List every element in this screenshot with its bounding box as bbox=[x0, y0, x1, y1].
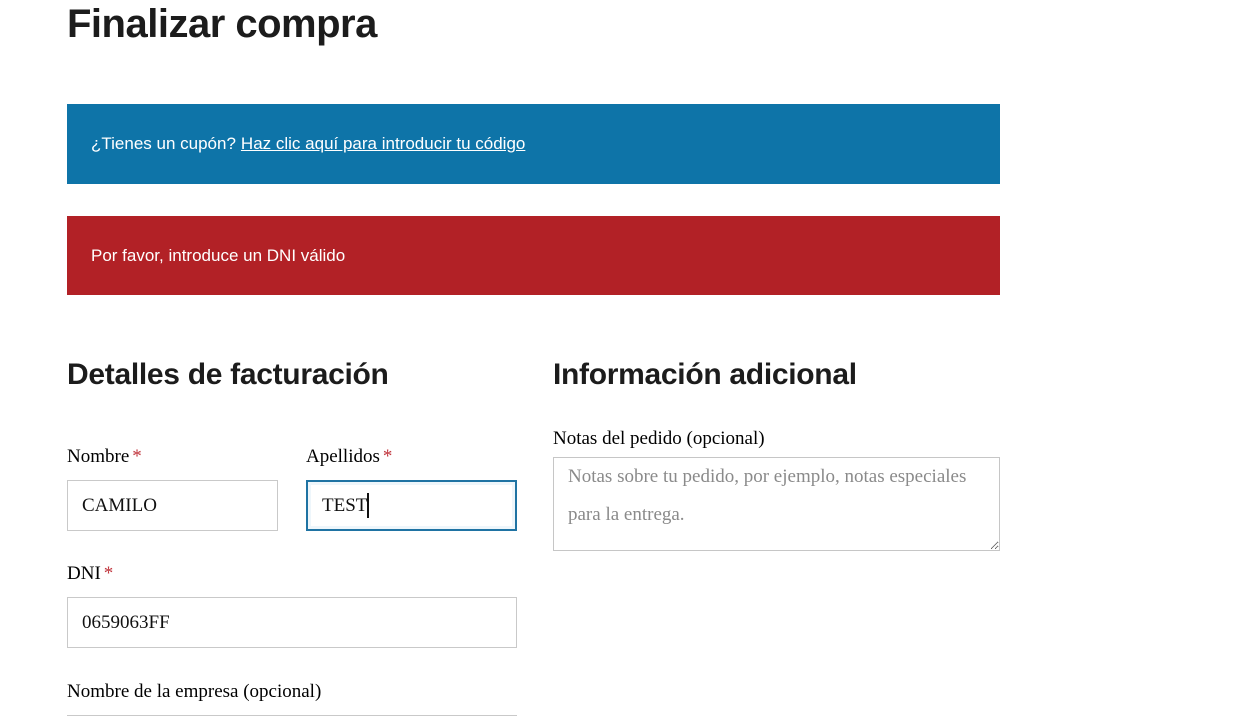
additional-info-heading: Información adicional bbox=[553, 358, 857, 391]
first-name-input[interactable] bbox=[67, 480, 278, 531]
dni-label: DNI * bbox=[67, 563, 517, 585]
first-name-field-group: Nombre * bbox=[67, 446, 278, 531]
last-name-input[interactable] bbox=[306, 480, 517, 531]
order-notes-field-group: Notas del pedido (opcional) bbox=[553, 425, 1000, 551]
coupon-toggle-link[interactable]: Haz clic aquí para introducir tu código bbox=[240, 134, 526, 153]
order-notes-textarea[interactable] bbox=[553, 457, 1000, 551]
required-asterisk: * bbox=[132, 446, 142, 467]
page-title: Finalizar compra bbox=[67, 2, 377, 46]
billing-heading: Detalles de facturación bbox=[67, 358, 389, 391]
company-label-text: Nombre de la empresa (opcional) bbox=[67, 681, 322, 702]
last-name-label: Apellidos * bbox=[306, 446, 517, 468]
checkout-page: Finalizar compra ¿Tienes un cupón? Haz c… bbox=[67, 0, 1000, 716]
last-name-input-wrap bbox=[306, 480, 517, 531]
additional-info-section: Información adicional Notas del pedido (… bbox=[553, 356, 1000, 716]
last-name-label-text: Apellidos bbox=[306, 446, 380, 467]
first-name-label: Nombre * bbox=[67, 446, 278, 468]
text-caret bbox=[367, 493, 369, 518]
last-name-field-group: Apellidos * bbox=[306, 446, 517, 531]
company-label: Nombre de la empresa (opcional) bbox=[67, 681, 517, 703]
order-notes-label: Notas del pedido (opcional) bbox=[553, 428, 765, 449]
dni-error-banner: Por favor, introduce un DNI válido bbox=[67, 216, 1000, 295]
dni-label-text: DNI bbox=[67, 563, 101, 584]
dni-field-group: DNI * bbox=[67, 563, 517, 648]
name-fields-row: Nombre* Apellidos* bbox=[67, 446, 517, 531]
required-asterisk: * bbox=[382, 446, 393, 467]
coupon-info-banner: ¿Tienes un cupón? Haz clic aquí para int… bbox=[67, 104, 1000, 184]
coupon-banner-text: ¿Tienes un cupón? bbox=[91, 134, 236, 153]
billing-details-section: Detalles de facturación Nombre* Apellido… bbox=[67, 356, 517, 716]
company-field-group: Nombre de la empresa (opcional) bbox=[67, 681, 517, 716]
required-asterisk: * bbox=[103, 563, 114, 584]
first-name-label-text: Nombre bbox=[67, 446, 130, 467]
error-banner-text: Por favor, introduce un DNI válido bbox=[91, 245, 346, 265]
checkout-columns: Detalles de facturación Nombre* Apellido… bbox=[67, 356, 1000, 716]
dni-input[interactable] bbox=[67, 597, 517, 648]
